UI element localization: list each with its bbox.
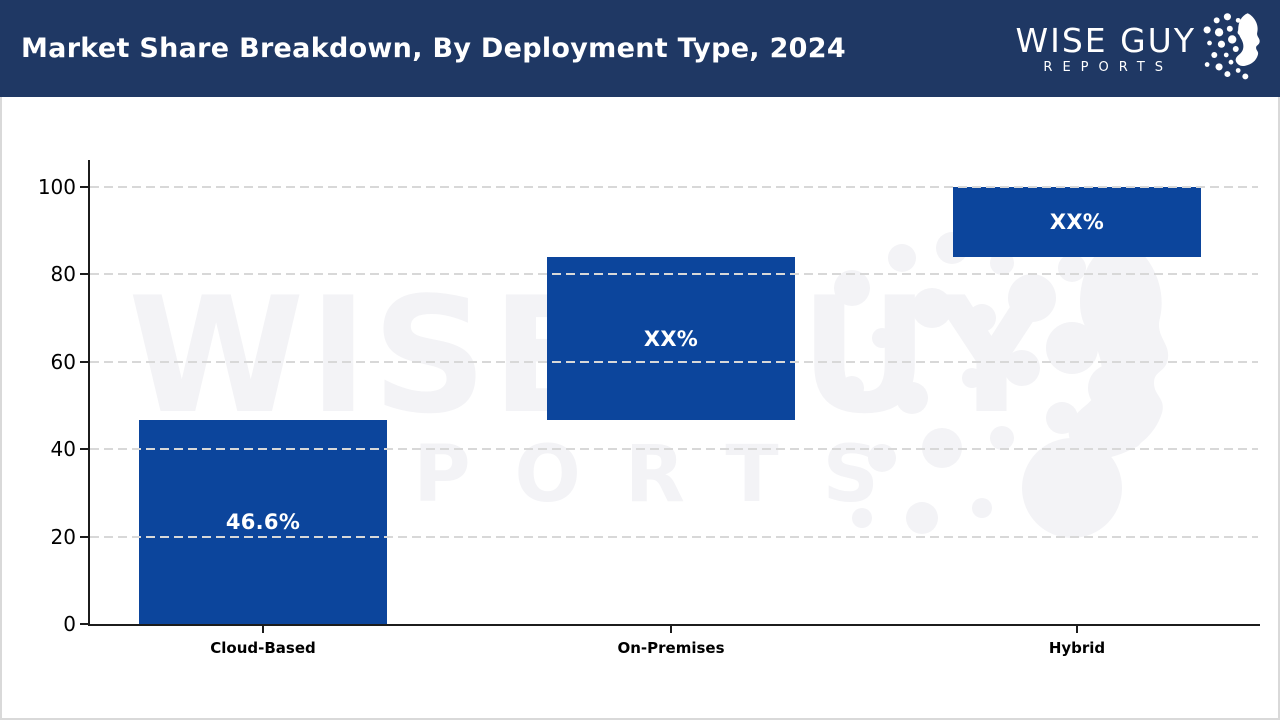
y-tick-label-60: 60 [50,349,76,374]
bar-value-label: 46.6% [225,510,301,535]
logo-text: WISE GUY REPORTS [1015,24,1196,74]
y-tick-100 [80,186,88,188]
x-tick-0 [262,626,264,633]
y-tick-0 [80,623,88,625]
x-category-label: On-Premises [617,639,725,657]
y-tick-label-40: 40 [50,437,76,462]
y-tick-20 [80,535,88,538]
gridline-20 [90,535,1258,538]
header: Market Share Breakdown, By Deployment Ty… [0,0,1280,97]
logo-reports-label: REPORTS [1043,59,1174,75]
wise-guy-reports-logo: WISE GUY REPORTS [1015,12,1262,86]
page-title: Market Share Breakdown, By Deployment Ty… [21,33,846,64]
bar-value-label: XX% [643,326,699,351]
y-tick-label-100: 100 [37,175,76,199]
gridline-100 [90,186,1258,188]
logo-wiseguy-label: WISE GUY [1015,20,1196,60]
y-tick-80 [80,273,88,276]
y-tick-60 [80,360,88,363]
y-tick-label-0: 0 [63,612,76,636]
x-tick-1 [670,626,672,633]
gridline-60 [90,360,1258,363]
y-tick-label-20: 20 [50,524,76,549]
x-category-label: Hybrid [1048,639,1106,657]
x-category-label: Cloud-Based [210,639,316,657]
watermark-face-dots-graphic [834,232,1169,538]
y-axis-spine [88,160,90,626]
logo-face-icon [1203,12,1260,79]
y-tick-40 [80,448,88,451]
bar-value-label: XX% [1049,209,1105,234]
bar-on-premises: XX% [547,256,795,421]
bar-hybrid: XX% [953,187,1201,257]
bar-cloud-based: 46.6% [139,420,387,624]
x-axis-spine [88,624,1260,626]
x-tick-2 [1076,626,1078,633]
gridline-40 [90,448,1258,451]
gridline-80 [90,273,1258,276]
y-tick-label-80: 80 [50,262,76,287]
